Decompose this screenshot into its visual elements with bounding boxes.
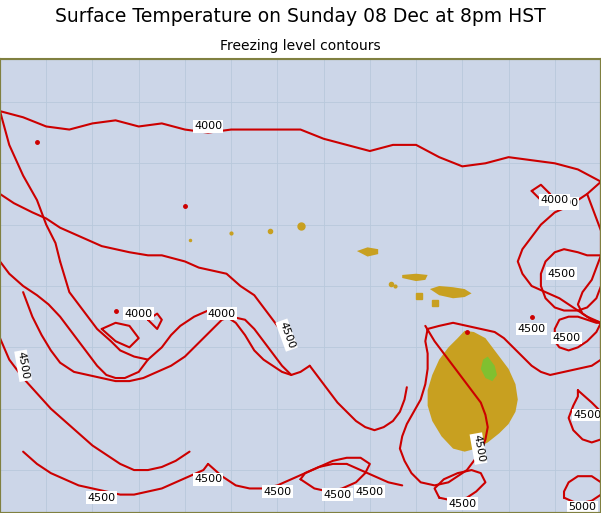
Text: 4500: 4500 (16, 351, 31, 381)
Polygon shape (402, 274, 428, 281)
Polygon shape (357, 247, 378, 256)
Text: 4500: 4500 (323, 489, 352, 500)
Text: 4000: 4000 (124, 309, 153, 319)
Text: 4000: 4000 (550, 198, 578, 208)
Polygon shape (430, 286, 472, 298)
Text: 4500: 4500 (263, 486, 291, 497)
Text: 4500: 4500 (471, 434, 486, 463)
Text: Surface Temperature on Sunday 08 Dec at 8pm HST: Surface Temperature on Sunday 08 Dec at … (55, 7, 546, 26)
Text: 4500: 4500 (277, 320, 296, 350)
Text: 4500: 4500 (448, 499, 477, 509)
Polygon shape (428, 331, 518, 451)
Text: 4500: 4500 (573, 410, 601, 420)
Polygon shape (481, 357, 497, 381)
Text: 4000: 4000 (194, 122, 222, 131)
Text: 4000: 4000 (541, 195, 569, 205)
Text: 4500: 4500 (194, 474, 222, 484)
Text: 4500: 4500 (517, 324, 546, 334)
Text: Freezing level contours: Freezing level contours (220, 39, 381, 53)
Text: 4500: 4500 (552, 333, 581, 343)
Text: 4500: 4500 (88, 492, 116, 503)
Text: 4500: 4500 (548, 269, 576, 279)
Text: 4000: 4000 (208, 309, 236, 319)
Text: 4500: 4500 (356, 486, 384, 497)
Text: 5000: 5000 (569, 502, 597, 512)
